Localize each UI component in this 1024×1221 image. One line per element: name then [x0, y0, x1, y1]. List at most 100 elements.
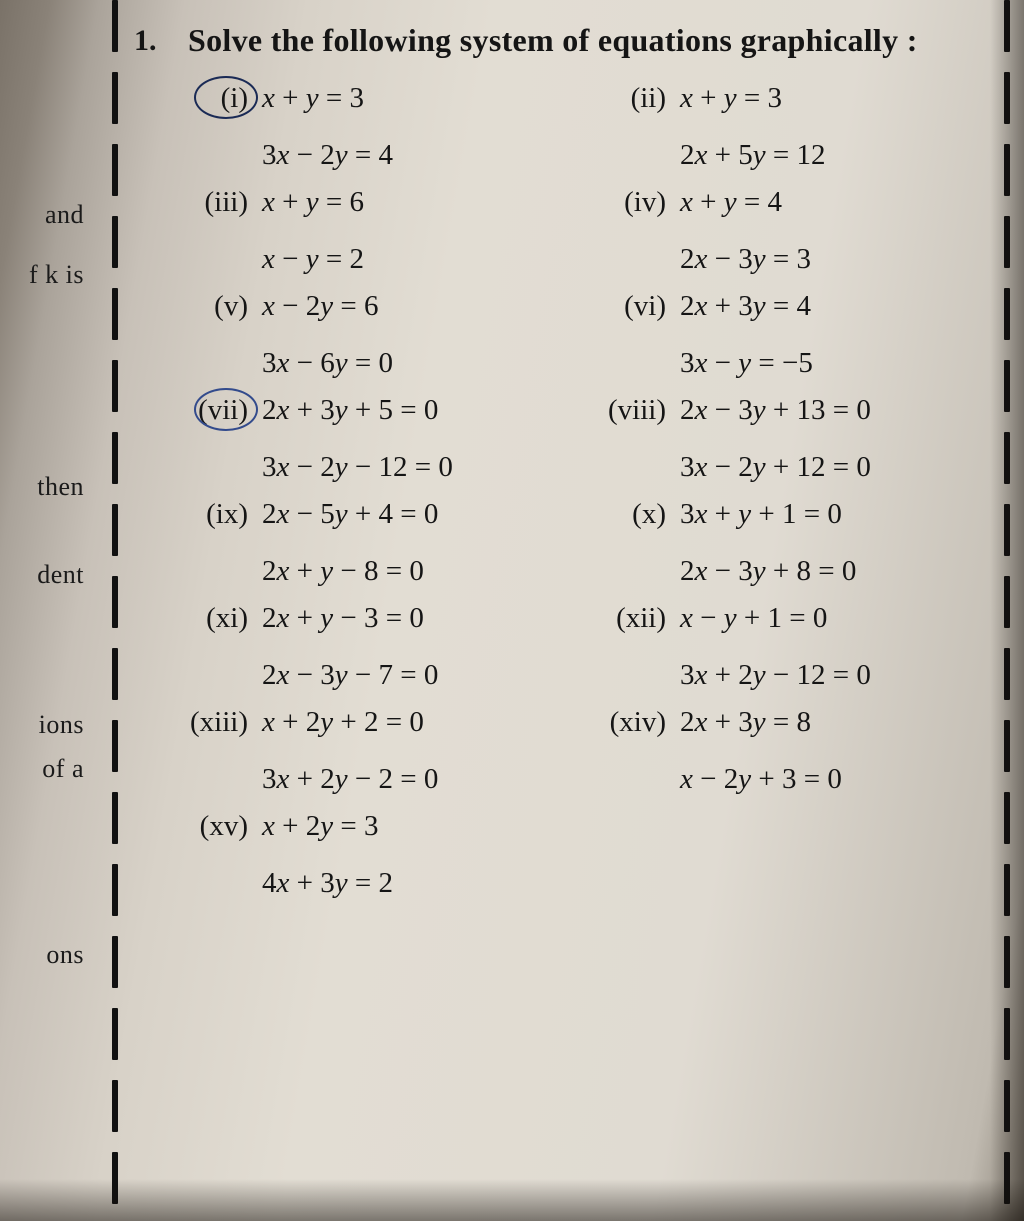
dash-segment	[112, 648, 118, 700]
margin-text-fragment: of a	[42, 754, 84, 784]
problem: (vi) 2x + 3y = 4 3x − y = −5	[606, 290, 984, 380]
equation-pair: x + 2y = 34x + 3y = 2	[262, 810, 393, 900]
problem: (vii) 2x + 3y + 5 = 0 3x − 2y − 12 = 0	[188, 394, 566, 484]
problem-roman: (viii)	[606, 394, 670, 427]
equation-pair: 2x − 5y + 4 = 0 2x + y − 8 = 0	[262, 498, 438, 588]
equation-pair: x + y = 6 x − y = 2	[262, 186, 364, 276]
dash-segment	[112, 792, 118, 844]
problem-roman: (xi)	[188, 602, 252, 635]
equation-2: x − y = 2	[262, 243, 364, 276]
margin-text-fragment: ions	[39, 710, 84, 740]
dash-segment	[112, 216, 118, 268]
dash-segment	[112, 720, 118, 772]
margin-text-fragment: then	[37, 472, 84, 502]
equation-2: 3x + 2y − 2 = 0	[262, 763, 438, 796]
problem-roman: (vi)	[606, 290, 670, 323]
dash-segment	[112, 864, 118, 916]
problem: (xiii) x + 2y + 2 = 0 3x + 2y − 2 = 0	[188, 706, 566, 796]
equation-2: 2x − 3y = 3	[680, 243, 811, 276]
margin-text-fragment: ons	[46, 940, 84, 970]
dash-segment	[112, 144, 118, 196]
dash-segment	[112, 0, 118, 52]
equation-pair: 2x + 3y + 5 = 0 3x − 2y − 12 = 0	[262, 394, 453, 484]
equation-1: x + y = 3	[262, 82, 393, 115]
equation-1: 2x − 5y + 4 = 0	[262, 498, 438, 531]
equation-2: x − 2y + 3 = 0	[680, 763, 842, 796]
dash-segment	[112, 936, 118, 988]
page-shadow-right	[990, 0, 1024, 1221]
dash-segment	[112, 576, 118, 628]
equation-2: 2x + y − 8 = 0	[262, 555, 438, 588]
equation-1: 2x + 3y = 8	[680, 706, 842, 739]
problem: (xv) x + 2y = 34x + 3y = 2	[188, 810, 566, 900]
dash-segment	[112, 360, 118, 412]
equation-2: 2x + 5y = 12	[680, 139, 825, 172]
problem: (x) 3x + y + 1 = 02x − 3y + 8 = 0	[606, 498, 984, 588]
equation-1: x + 2y + 2 = 0	[262, 706, 438, 739]
problem: (iii) x + y = 6 x − y = 2	[188, 186, 566, 276]
equation-2: 3x − 2y − 12 = 0	[262, 451, 453, 484]
dash-segment	[112, 504, 118, 556]
equation-2: 4x + 3y = 2	[262, 867, 393, 900]
equation-2: 3x − y = −5	[680, 347, 813, 380]
problem: (v) x − 2y = 6 3x − 6y = 0	[188, 290, 566, 380]
problem-roman: (xiv)	[606, 706, 670, 739]
problem: (xii) x − y + 1 = 03x + 2y − 12 = 0	[606, 602, 984, 692]
problem: (xi) 2x + y − 3 = 0 2x − 3y − 7 = 0	[188, 602, 566, 692]
equation-1: 2x + y − 3 = 0	[262, 602, 438, 635]
question-instruction: Solve the following system of equations …	[188, 20, 984, 62]
equation-1: 3x + y + 1 = 0	[680, 498, 856, 531]
equation-1: 2x + 3y = 4	[680, 290, 813, 323]
problem-roman: (iv)	[606, 186, 670, 219]
problem-roman: (xv)	[188, 810, 252, 843]
problem-roman: (xiii)	[188, 706, 252, 739]
question-content: 1. Solve the following system of equatio…	[140, 20, 984, 1201]
equation-pair: x − y + 1 = 03x + 2y − 12 = 0	[680, 602, 871, 692]
left-margin-fragments: andf k isthendentionsof aons	[0, 0, 90, 1221]
equation-pair: 3x + y + 1 = 02x − 3y + 8 = 0	[680, 498, 856, 588]
equation-2: 2x − 3y − 7 = 0	[262, 659, 438, 692]
equation-pair: 2x + 3y = 8 x − 2y + 3 = 0	[680, 706, 842, 796]
equation-2: 3x − 2y = 4	[262, 139, 393, 172]
dash-segment	[112, 288, 118, 340]
margin-text-fragment: f k is	[29, 260, 84, 290]
problem-roman: (v)	[188, 290, 252, 323]
dash-segment	[112, 432, 118, 484]
equation-pair: 2x − 3y + 13 = 03x − 2y + 12 = 0	[680, 394, 871, 484]
equation-1: x + y = 4	[680, 186, 811, 219]
equation-1: x − y + 1 = 0	[680, 602, 871, 635]
problem-roman: (ix)	[188, 498, 252, 531]
equation-pair: 2x + y − 3 = 0 2x − 3y − 7 = 0	[262, 602, 438, 692]
problem: (xiv) 2x + 3y = 8 x − 2y + 3 = 0	[606, 706, 984, 796]
equation-2: 3x − 2y + 12 = 0	[680, 451, 871, 484]
problem-roman: (x)	[606, 498, 670, 531]
problem: (viii) 2x − 3y + 13 = 03x − 2y + 12 = 0	[606, 394, 984, 484]
equation-pair: 2x + 3y = 4 3x − y = −5	[680, 290, 813, 380]
equation-pair: x + y = 4 2x − 3y = 3	[680, 186, 811, 276]
equation-1: x + y = 3	[680, 82, 825, 115]
problem: (iv) x + y = 4 2x − 3y = 3	[606, 186, 984, 276]
problem-grid: (i) x + y = 3 3x − 2y = 4 (ii) x + y = 3 2x +…	[188, 82, 984, 900]
equation-pair: x + y = 3 2x + 5y = 12	[680, 82, 825, 172]
problem: (i) x + y = 3 3x − 2y = 4	[188, 82, 566, 172]
equation-2: 3x − 6y = 0	[262, 347, 393, 380]
problem-roman: (vii)	[188, 394, 252, 427]
equation-pair: x + 2y + 2 = 0 3x + 2y − 2 = 0	[262, 706, 438, 796]
question-number: 1.	[134, 24, 157, 58]
problem-roman: (iii)	[188, 186, 252, 219]
dash-segment	[112, 72, 118, 124]
dash-segment	[112, 1080, 118, 1132]
page: andf k isthendentionsof aons 1. Solve th…	[0, 0, 1024, 1221]
equation-pair: x + y = 3 3x − 2y = 4	[262, 82, 393, 172]
equation-pair: x − 2y = 6 3x − 6y = 0	[262, 290, 393, 380]
equation-1: x − 2y = 6	[262, 290, 393, 323]
problem-roman: (i)	[188, 82, 252, 115]
problem-roman: (xii)	[606, 602, 670, 635]
page-shadow-bottom	[0, 1179, 1024, 1221]
margin-text-fragment: dent	[37, 560, 84, 590]
equation-1: x + y = 6	[262, 186, 364, 219]
problem-roman: (ii)	[606, 82, 670, 115]
equation-1: 2x + 3y + 5 = 0	[262, 394, 453, 427]
cut-border-left	[112, 0, 118, 1221]
problem: (ii) x + y = 3 2x + 5y = 12	[606, 82, 984, 172]
